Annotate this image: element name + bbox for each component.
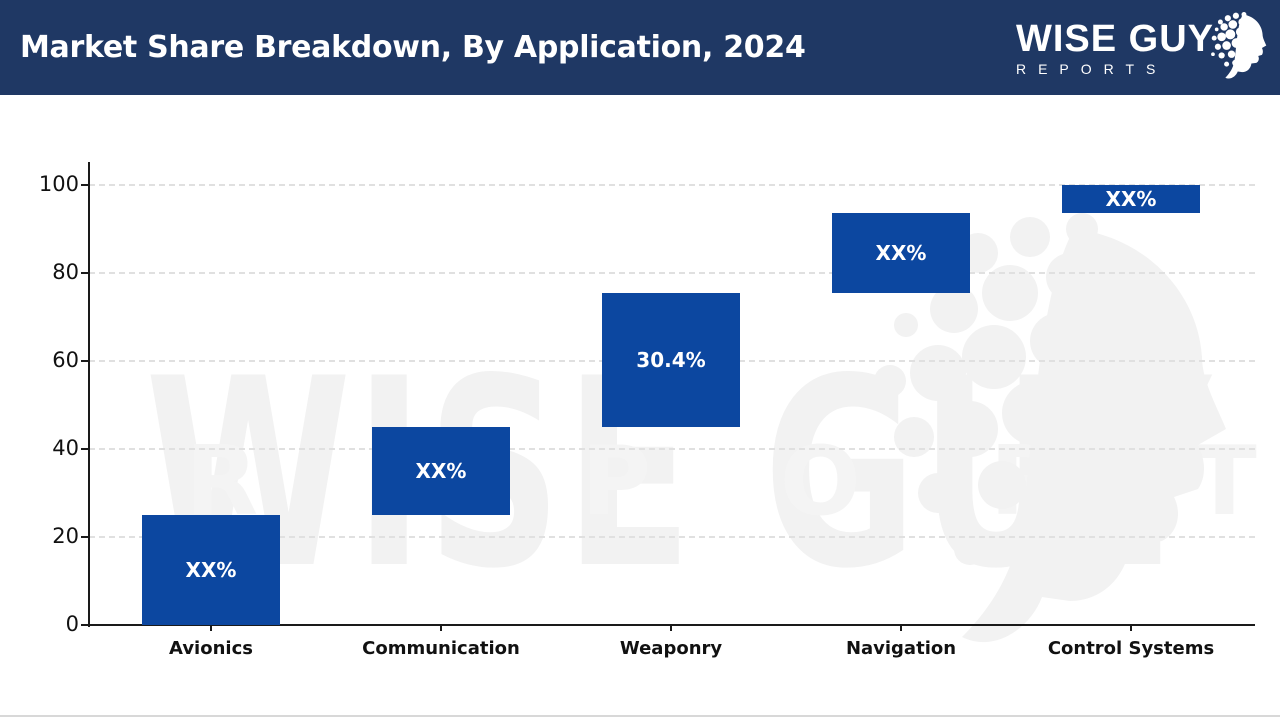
y-tick: [81, 184, 88, 186]
x-tick: [210, 626, 212, 631]
x-tick: [440, 626, 442, 631]
y-tick-label: 0: [65, 612, 79, 636]
brand-name: WISE GUY: [1015, 17, 1214, 60]
watermark-head-icon: [870, 213, 1226, 643]
x-axis-line: [87, 624, 1255, 626]
y-tick-label: 20: [52, 524, 79, 548]
gridline: [89, 184, 1255, 186]
bar-value-label: XX%: [875, 241, 927, 266]
bar-navigation: XX%: [832, 213, 970, 294]
x-tick: [900, 626, 902, 631]
y-tick: [81, 536, 88, 538]
bar-value-label: XX%: [185, 558, 237, 582]
y-axis-line: [88, 162, 90, 627]
brand-head-icon: [1211, 11, 1267, 79]
bar-control-systems: XX%: [1062, 185, 1200, 214]
bar-weaponry: 30.4%: [602, 293, 740, 427]
y-tick-label: 100: [38, 172, 79, 196]
gridline: [89, 272, 1255, 274]
y-tick-label: 80: [52, 260, 79, 284]
bottom-divider: [0, 715, 1280, 717]
header-bar: Market Share Breakdown, By Application, …: [0, 0, 1280, 95]
bar-avionics: XX%: [142, 515, 280, 625]
gridline: [89, 536, 1255, 538]
bar-value-label: 30.4%: [636, 348, 706, 373]
x-tick: [1130, 626, 1132, 631]
bar-value-label: XX%: [1105, 187, 1157, 212]
y-tick: [81, 272, 88, 274]
x-tick: [670, 626, 672, 631]
category-label: Avionics: [169, 638, 253, 659]
brand-logo-text: WISE GUY REPORTS: [1016, 20, 1214, 76]
bar-value-label: XX%: [415, 459, 467, 483]
y-tick-label: 60: [52, 348, 79, 372]
category-label: Control Systems: [1047, 638, 1215, 659]
y-tick-label: 40: [52, 436, 79, 460]
gridline: [89, 448, 1255, 450]
brand-subname: REPORTS: [1015, 60, 1168, 77]
y-tick: [81, 448, 88, 450]
y-tick: [81, 360, 88, 362]
bar-communication: XX%: [372, 427, 510, 515]
page-title: Market Share Breakdown, By Application, …: [20, 30, 806, 65]
y-tick: [81, 624, 88, 626]
brand-logo: WISE GUY REPORTS: [1016, 10, 1270, 86]
category-label: Weaponry: [619, 638, 723, 659]
category-label: Navigation: [845, 638, 957, 659]
category-label: Communication: [362, 638, 520, 659]
